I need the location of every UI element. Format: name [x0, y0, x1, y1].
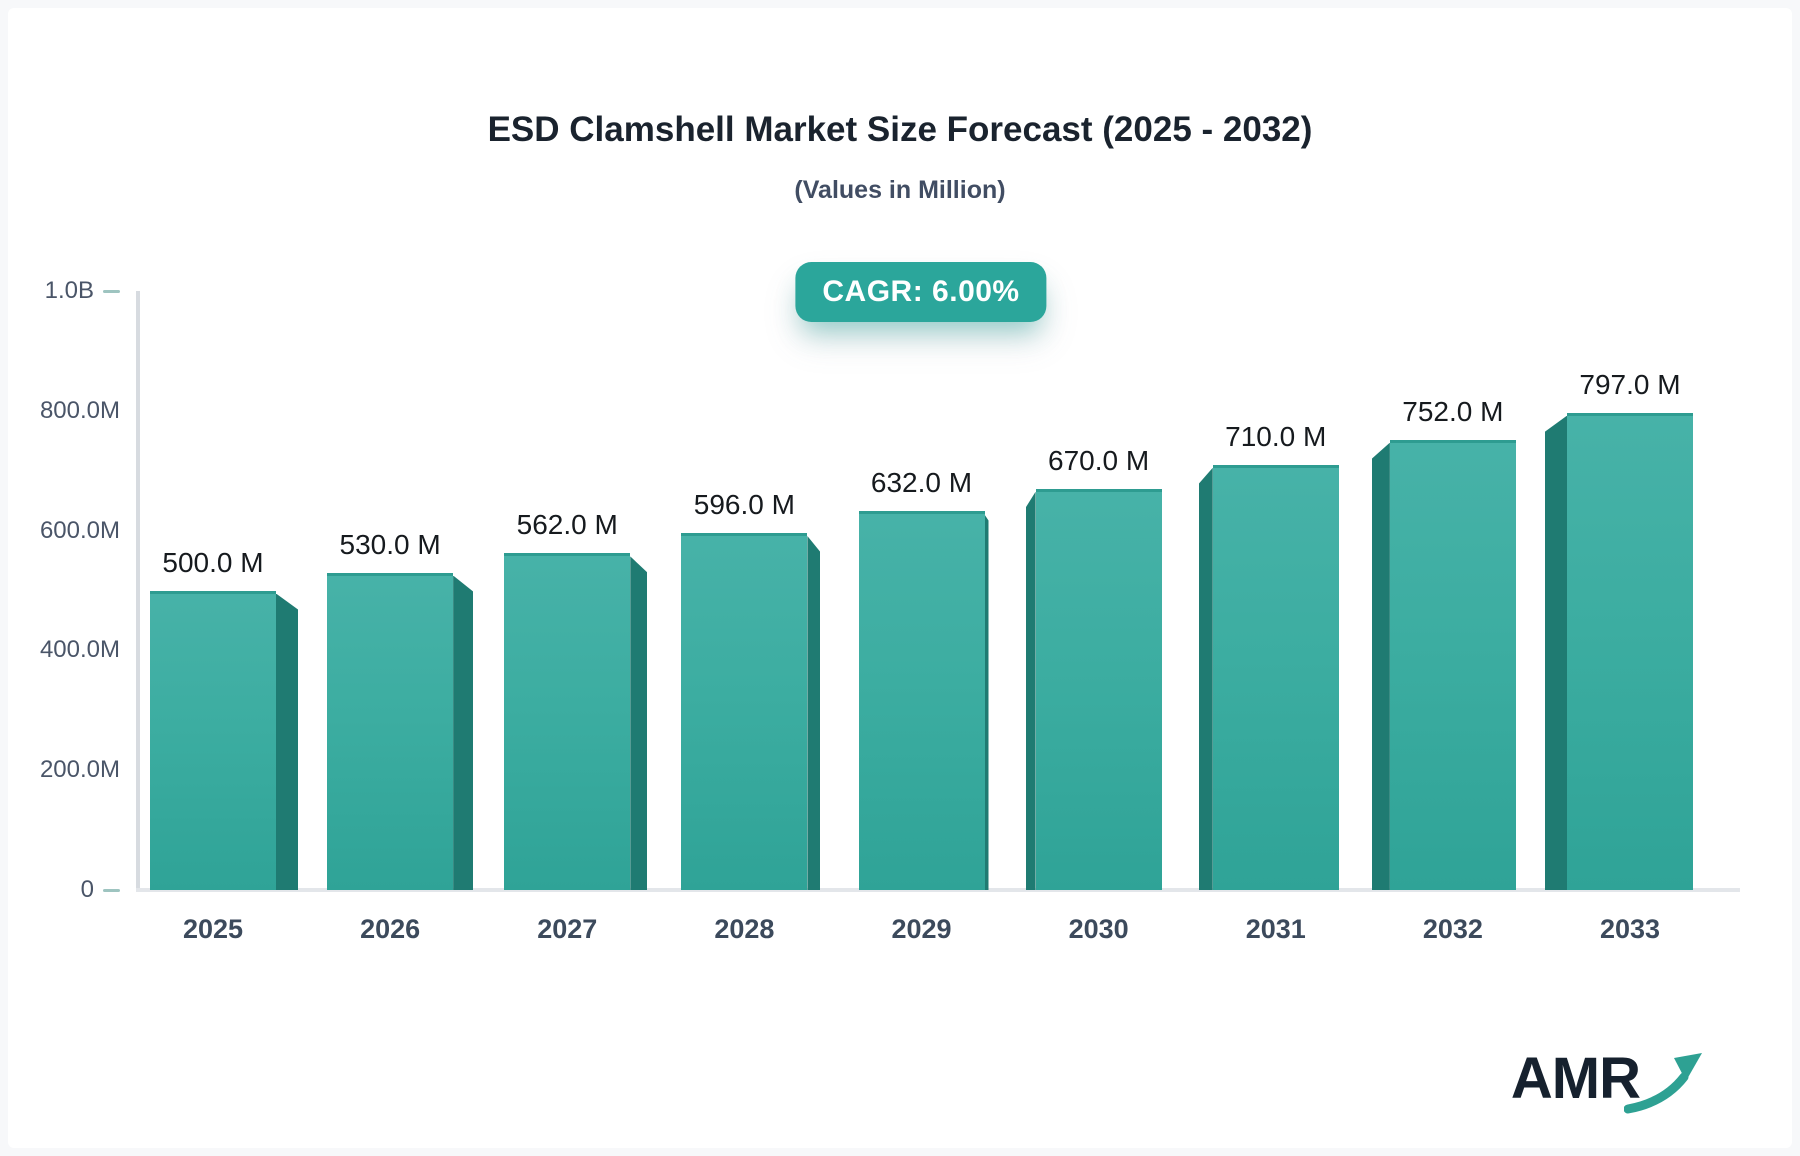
x-tick-label: 2028 — [714, 914, 775, 944]
x-tick-label: 2026 — [360, 914, 421, 944]
y-tick-dash — [103, 888, 120, 892]
x-tick-label: 2032 — [1422, 914, 1483, 944]
cagr-badge-label: CAGR: 6.00% — [822, 275, 1020, 308]
x-tick-label: 2027 — [537, 914, 598, 944]
y-tick-dash — [103, 289, 120, 293]
x-tick-label: 2031 — [1245, 914, 1306, 944]
bar-2033[interactable] — [1545, 412, 1693, 890]
y-tick-label: 400.0M — [39, 636, 120, 664]
bar-side-face — [630, 556, 648, 890]
bar-value-label: 530.0 M — [339, 528, 441, 560]
bar-value-label: 797.0 M — [1579, 368, 1681, 400]
bar-2029[interactable] — [858, 511, 989, 890]
y-tick-label: 0 — [80, 876, 94, 903]
x-axis-line — [136, 888, 1740, 892]
y-axis: 0 200.0M 400.0M 600.0M 800.0M 1.0B — [8, 277, 132, 903]
bar-value-label: 500.0 M — [162, 546, 264, 578]
bar-2026[interactable] — [327, 572, 474, 890]
bar-value-label: 670.0 M — [1048, 444, 1150, 476]
y-tick-label: 1.0B — [44, 277, 94, 304]
bar-2032[interactable] — [1371, 439, 1516, 890]
chart-card: ESD Clamshell Market Size Forecast (2025… — [8, 8, 1792, 1148]
bar-cell: 632.0 M — [858, 291, 989, 890]
x-axis-labels: 2025 2026 2027 2028 2029 2030 2031 2032 2033 — [150, 912, 1693, 946]
bar-2025[interactable] — [150, 590, 298, 890]
bar-side-face — [984, 514, 989, 890]
y-tick: 200.0M — [40, 756, 120, 784]
plot-area: 0 200.0M 400.0M 600.0M 800.0M 1.0B 500.0 M 530… — [8, 277, 1792, 903]
bar-cell: 500.0 M — [150, 291, 298, 890]
bar-side-face — [276, 593, 298, 890]
bar-cell: 710.0 M — [1198, 291, 1339, 890]
bar-2027[interactable] — [504, 553, 648, 890]
bar-value-label: 710.0 M — [1225, 420, 1327, 452]
bar-value-label: 752.0 M — [1402, 395, 1504, 427]
bars-container: 500.0 M 530.0 M 562.0 M 596.0 M 632.0 M 670.0… — [150, 291, 1693, 890]
bar-2028[interactable] — [681, 533, 821, 890]
y-tick: 0 — [81, 876, 120, 904]
bar-side-face — [1198, 467, 1213, 890]
y-tick: 1.0B — [45, 277, 120, 305]
y-tick-label: 600.0M — [39, 516, 120, 544]
bar-side-face — [1025, 491, 1036, 890]
y-tick-label: 800.0M — [39, 396, 120, 424]
bar-cell: 596.0 M — [681, 291, 821, 890]
y-tick: 800.0M — [40, 397, 120, 425]
bar-cell: 752.0 M — [1371, 291, 1516, 890]
y-tick-label: 200.0M — [39, 756, 120, 784]
growth-arrow-icon — [1624, 1052, 1702, 1113]
bar-cell: 530.0 M — [327, 291, 474, 890]
bar-cell: 797.0 M — [1545, 291, 1693, 890]
amr-logo: AMR — [1510, 1045, 1704, 1113]
cagr-badge: CAGR: 6.00% — [795, 262, 1047, 322]
bar-2030[interactable] — [1025, 488, 1162, 890]
bar-2031[interactable] — [1198, 464, 1339, 890]
y-axis-line — [136, 291, 140, 890]
x-tick-label: 2030 — [1068, 914, 1129, 944]
chart-subtitle: (Values in Million) — [794, 176, 1006, 204]
bar-side-face — [453, 575, 474, 890]
bar-value-label: 596.0 M — [693, 489, 795, 520]
amr-logo-text: AMR — [1510, 1046, 1641, 1111]
bar-side-face — [1545, 415, 1567, 890]
bar-cell: 562.0 M — [504, 291, 648, 890]
x-tick-label: 2025 — [182, 914, 244, 944]
bar-value-label: 632.0 M — [870, 467, 973, 499]
x-tick-label: 2029 — [891, 914, 952, 944]
chart-title: ESD Clamshell Market Size Forecast (2025… — [487, 110, 1313, 149]
y-tick: 600.0M — [40, 517, 120, 545]
bar-value-label: 562.0 M — [516, 509, 618, 541]
y-tick: 400.0M — [40, 636, 120, 664]
bar-side-face — [1371, 442, 1390, 890]
bar-cell: 670.0 M — [1025, 291, 1162, 890]
x-tick-label: 2033 — [1599, 914, 1661, 944]
bar-side-face — [807, 536, 821, 890]
